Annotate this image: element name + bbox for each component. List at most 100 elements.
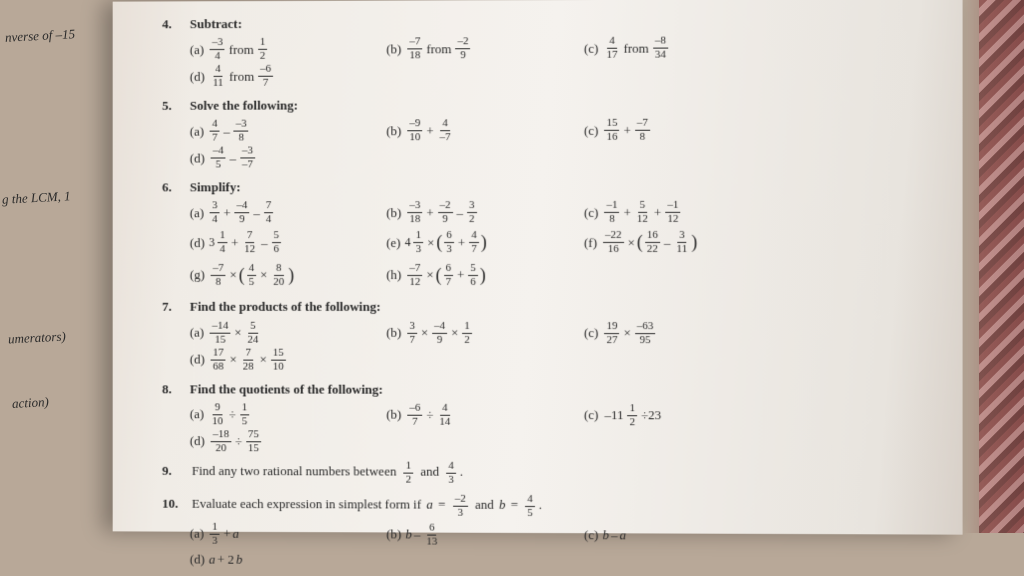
part-label: (b) bbox=[386, 404, 401, 426]
fraction: 712 bbox=[242, 230, 257, 255]
parenthesis: ( bbox=[436, 260, 442, 291]
text-segment: and bbox=[417, 464, 442, 479]
fraction: –78 bbox=[211, 263, 226, 288]
text-segment: + bbox=[426, 120, 433, 142]
part-label: (d) bbox=[190, 232, 205, 254]
question-parts: (a)34+–49–74(b)–318+–29–32(c)–18+512+–11… bbox=[190, 200, 932, 293]
text-segment: × bbox=[260, 349, 267, 371]
fraction: –29 bbox=[456, 36, 471, 61]
fraction: 7515 bbox=[246, 429, 261, 454]
part-label: (b) bbox=[386, 120, 401, 142]
question-part: (d)–1820÷7515 bbox=[190, 429, 369, 454]
mixed-number: 314 bbox=[209, 230, 229, 255]
text-segment: × bbox=[230, 264, 237, 286]
question-parts: (a)–1415×524(b)37×–49×12(c)1927×–6395(d)… bbox=[190, 320, 932, 375]
question-part: (d)314+712–56 bbox=[190, 227, 369, 258]
fraction: –34 bbox=[210, 37, 225, 62]
fraction: 43 bbox=[446, 460, 455, 485]
margin-text-2: g the LCM, 1 bbox=[2, 188, 71, 208]
text-segment: × bbox=[451, 322, 458, 344]
text-segment: ÷ bbox=[235, 430, 242, 452]
question-10: 10.Evaluate each expression in simplest … bbox=[162, 492, 932, 575]
fraction: –49 bbox=[432, 320, 447, 345]
fraction: 820 bbox=[271, 263, 286, 288]
question-part: (d)a + 2b bbox=[190, 548, 369, 571]
question-part: (a)–34 from 12 bbox=[190, 37, 369, 62]
fraction: 47 bbox=[210, 119, 219, 144]
variable: b bbox=[602, 524, 609, 546]
fraction: –834 bbox=[653, 36, 668, 61]
fraction: –67 bbox=[407, 402, 422, 427]
fraction: 417 bbox=[604, 36, 619, 61]
fraction: –318 bbox=[407, 200, 422, 225]
fraction: –18 bbox=[604, 200, 619, 225]
fraction: 1516 bbox=[604, 118, 619, 143]
parenthesis: ( bbox=[637, 227, 643, 258]
text-segment: + bbox=[457, 264, 464, 286]
fraction: 12 bbox=[404, 460, 413, 485]
question-4: 4.Subtract:(a)–34 from 12(b)–718 from –2… bbox=[162, 11, 932, 92]
text-segment: –11 bbox=[604, 404, 623, 426]
text-segment: × bbox=[628, 231, 635, 253]
part-label: (c) bbox=[584, 120, 598, 142]
fraction: –112 bbox=[665, 200, 680, 225]
variable: a bbox=[233, 523, 239, 545]
question-number: 10. bbox=[162, 492, 190, 514]
variable: a bbox=[209, 548, 215, 570]
part-label: (a) bbox=[190, 403, 204, 425]
fraction: –6395 bbox=[635, 321, 656, 346]
parenthesis: ) bbox=[288, 260, 294, 290]
fraction: 34 bbox=[210, 201, 219, 226]
text-segment: × bbox=[426, 264, 433, 286]
fraction: 910 bbox=[210, 402, 225, 427]
question-part: (c)–18+512+–112 bbox=[584, 200, 765, 225]
question-part: (a)–1415×524 bbox=[190, 320, 369, 345]
question-part: (c)–1112÷23 bbox=[584, 403, 765, 428]
parenthesis: ) bbox=[480, 260, 486, 291]
question-part: (a)13+a bbox=[190, 521, 369, 547]
question-number: 6. bbox=[162, 177, 190, 199]
text-segment: – bbox=[223, 120, 229, 142]
question-part: (c)417 from –834 bbox=[584, 35, 765, 61]
fraction: 32 bbox=[467, 200, 476, 225]
parenthesis: ) bbox=[481, 227, 487, 258]
question-number: 9. bbox=[162, 460, 190, 482]
part-label: (c) bbox=[584, 524, 598, 546]
question-parts: (a)910÷15(b)–67÷414(c)–1112÷23(d)–1820÷7… bbox=[190, 402, 932, 458]
text-segment: from bbox=[229, 65, 254, 87]
part-label: (a) bbox=[190, 202, 204, 224]
part-label: (h) bbox=[386, 264, 401, 286]
text-segment: – bbox=[230, 147, 236, 169]
part-label: (c) bbox=[584, 202, 598, 224]
question-part: (d)1768×728×1510 bbox=[190, 347, 369, 372]
fraction: 311 bbox=[675, 230, 690, 255]
fraction: –23 bbox=[453, 493, 468, 518]
text-segment: + bbox=[624, 119, 631, 141]
question-parts: (a)47––38(b)–910+4–7(c)1516+–78(d)–45––3… bbox=[190, 117, 932, 172]
parenthesis: ( bbox=[239, 260, 245, 290]
question-5: 5.Solve the following:(a)47––38(b)–910+4… bbox=[162, 93, 932, 173]
text-segment: ÷ bbox=[229, 403, 236, 425]
part-label: (c) bbox=[584, 322, 598, 344]
fraction: 67 bbox=[444, 263, 453, 288]
question-number: 8. bbox=[162, 378, 190, 400]
part-label: (f) bbox=[584, 231, 597, 253]
fraction: –45 bbox=[211, 146, 226, 171]
variable: b bbox=[405, 524, 411, 546]
question-title: Solve the following: bbox=[190, 93, 932, 117]
question-part: (b)–318+–29–32 bbox=[386, 200, 566, 225]
fraction: –712 bbox=[407, 263, 422, 288]
question-part: (c)b – a bbox=[584, 523, 765, 549]
fraction: 524 bbox=[246, 320, 261, 345]
part-label: (a) bbox=[190, 523, 204, 545]
question-part: (a)910÷15 bbox=[190, 402, 369, 427]
question-6: 6.Simplify:(a)34+–49–74(b)–318+–29–32(c)… bbox=[162, 176, 932, 293]
fraction: –49 bbox=[235, 201, 250, 226]
text-segment: + bbox=[624, 202, 631, 224]
margin-text-4: action) bbox=[12, 394, 50, 412]
part-label: (a) bbox=[190, 120, 204, 142]
textbook-page: 4.Subtract:(a)–34 from 12(b)–718 from –2… bbox=[113, 0, 963, 535]
text-segment: . bbox=[539, 497, 542, 512]
fraction: 1510 bbox=[271, 347, 286, 372]
text-segment: × bbox=[230, 349, 237, 371]
